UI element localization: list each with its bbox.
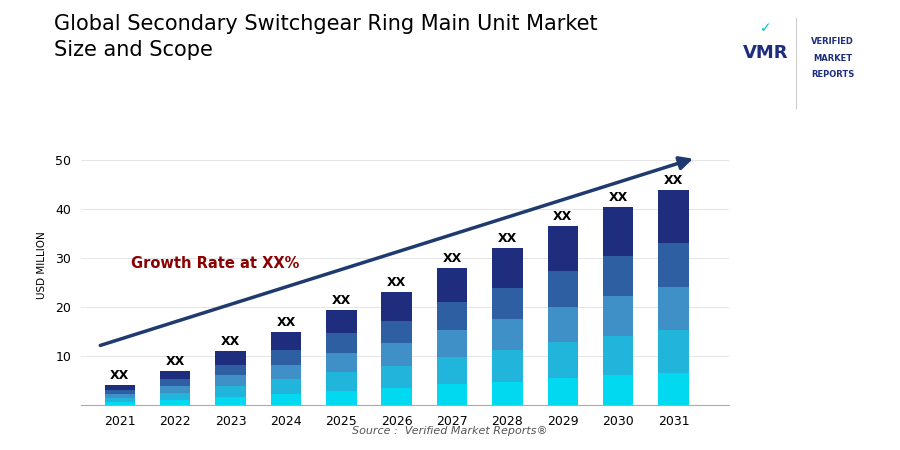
Bar <box>603 207 634 256</box>
Bar <box>382 320 412 343</box>
Bar <box>492 288 523 319</box>
Bar <box>547 271 578 307</box>
Text: Global Secondary Switchgear Ring Main Unit Market
Size and Scope: Global Secondary Switchgear Ring Main Un… <box>54 14 598 60</box>
Text: XX: XX <box>276 315 295 328</box>
Text: XX: XX <box>554 211 572 223</box>
Bar <box>271 350 302 365</box>
Text: Growth Rate at XX%: Growth Rate at XX% <box>130 256 299 270</box>
Bar <box>326 372 356 391</box>
Bar <box>382 292 412 320</box>
Text: XX: XX <box>166 355 184 368</box>
Bar <box>215 364 246 375</box>
Text: VMR: VMR <box>742 44 788 62</box>
Bar <box>160 400 191 405</box>
Bar <box>436 384 467 405</box>
Text: XX: XX <box>387 276 406 289</box>
Text: XX: XX <box>110 369 130 382</box>
Text: VERIFIED: VERIFIED <box>812 37 854 46</box>
Bar <box>436 302 467 329</box>
Bar <box>603 256 634 296</box>
Bar <box>104 390 135 394</box>
Text: REPORTS: REPORTS <box>811 70 854 79</box>
Bar <box>547 307 578 342</box>
Bar <box>436 329 467 357</box>
Text: XX: XX <box>220 335 240 348</box>
Bar <box>659 189 688 243</box>
Bar <box>547 226 578 271</box>
Bar <box>271 364 302 379</box>
Text: XX: XX <box>608 191 628 204</box>
Bar <box>160 393 191 400</box>
Bar <box>492 248 523 288</box>
Bar <box>215 386 246 397</box>
Bar <box>271 332 302 350</box>
Text: MARKET: MARKET <box>814 54 852 63</box>
Bar <box>659 373 688 405</box>
Text: XX: XX <box>332 293 351 306</box>
Bar <box>603 375 634 405</box>
Bar <box>659 287 688 329</box>
Text: Source :  Verified Market Reports®: Source : Verified Market Reports® <box>352 427 548 436</box>
Bar <box>215 351 246 364</box>
Bar <box>215 375 246 386</box>
Text: XX: XX <box>664 174 683 187</box>
Bar <box>104 402 135 405</box>
Bar <box>603 296 634 336</box>
Bar <box>326 391 356 405</box>
Bar <box>492 382 523 405</box>
Bar <box>326 310 356 333</box>
Bar <box>326 352 356 372</box>
Bar <box>104 398 135 402</box>
Bar <box>382 343 412 365</box>
Bar <box>382 388 412 405</box>
Bar <box>271 379 302 394</box>
Text: ✓: ✓ <box>760 21 771 36</box>
Bar <box>326 333 356 352</box>
Text: XX: XX <box>443 252 462 265</box>
Bar <box>436 357 467 384</box>
Bar <box>547 378 578 405</box>
Bar <box>492 319 523 350</box>
Bar <box>547 342 578 378</box>
Bar <box>215 397 246 405</box>
Bar <box>382 365 412 388</box>
Bar <box>160 371 191 379</box>
Bar <box>104 394 135 398</box>
Bar <box>160 386 191 393</box>
Bar <box>160 379 191 386</box>
Bar <box>436 268 467 302</box>
Bar <box>603 336 634 375</box>
Bar <box>659 243 688 287</box>
Text: XX: XX <box>498 233 518 245</box>
Bar <box>659 329 688 373</box>
Bar <box>271 394 302 405</box>
Y-axis label: USD MILLION: USD MILLION <box>37 232 47 299</box>
Bar <box>104 385 135 390</box>
Bar <box>492 350 523 382</box>
